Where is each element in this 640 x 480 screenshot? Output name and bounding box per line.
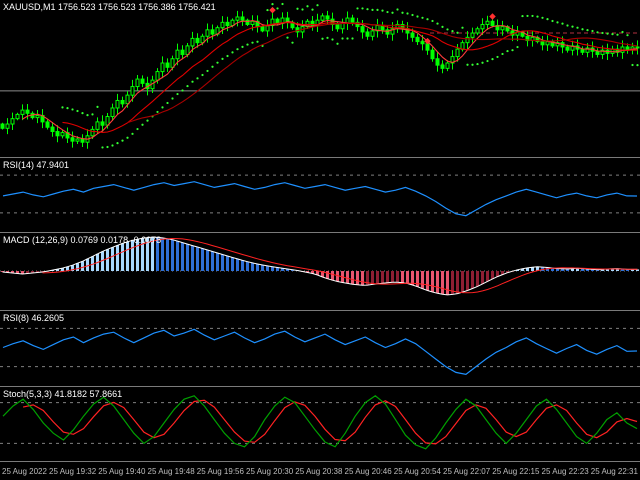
stochastic-canvas[interactable] — [0, 387, 640, 461]
rsi8-panel[interactable]: RSI(8) 46.2605 — [0, 310, 640, 386]
price-chart-canvas[interactable] — [0, 0, 640, 157]
price-chart-panel[interactable]: XAUUSD,M1 1756.523 1756.523 1756.386 175… — [0, 0, 640, 157]
time-label: 25 Aug 20:54 — [393, 466, 441, 476]
rsi14-canvas[interactable] — [0, 158, 640, 232]
time-label: 25 Aug 19:56 — [196, 466, 244, 476]
time-label: 25 Aug 22:23 — [541, 466, 589, 476]
macd-canvas[interactable] — [0, 233, 640, 310]
time-label: 25 Aug 22:07 — [443, 466, 491, 476]
time-label: 25 Aug 2022 — [2, 466, 47, 476]
time-label: 25 Aug 22:31 — [590, 466, 638, 476]
rsi8-canvas[interactable] — [0, 311, 640, 386]
stochastic-panel[interactable]: Stoch(5,3,3) 41.8182 57.8661 — [0, 386, 640, 461]
macd-panel[interactable]: MACD (12,26,9) 0.0769 0.0178 -0.0078 — [0, 232, 640, 310]
rsi14-panel[interactable]: RSI(14) 47.9401 — [0, 157, 640, 232]
time-axis[interactable]: 25 Aug 2022 25 Aug 19:32 25 Aug 19:40 25 Au… — [0, 461, 640, 480]
time-label: 25 Aug 19:40 — [98, 466, 146, 476]
time-label: 25 Aug 19:32 — [49, 466, 97, 476]
time-label: 25 Aug 22:15 — [492, 466, 540, 476]
time-label: 25 Aug 20:46 — [344, 466, 392, 476]
time-label: 25 Aug 19:48 — [147, 466, 195, 476]
time-label: 25 Aug 20:30 — [246, 466, 294, 476]
time-label: 25 Aug 20:38 — [295, 466, 343, 476]
